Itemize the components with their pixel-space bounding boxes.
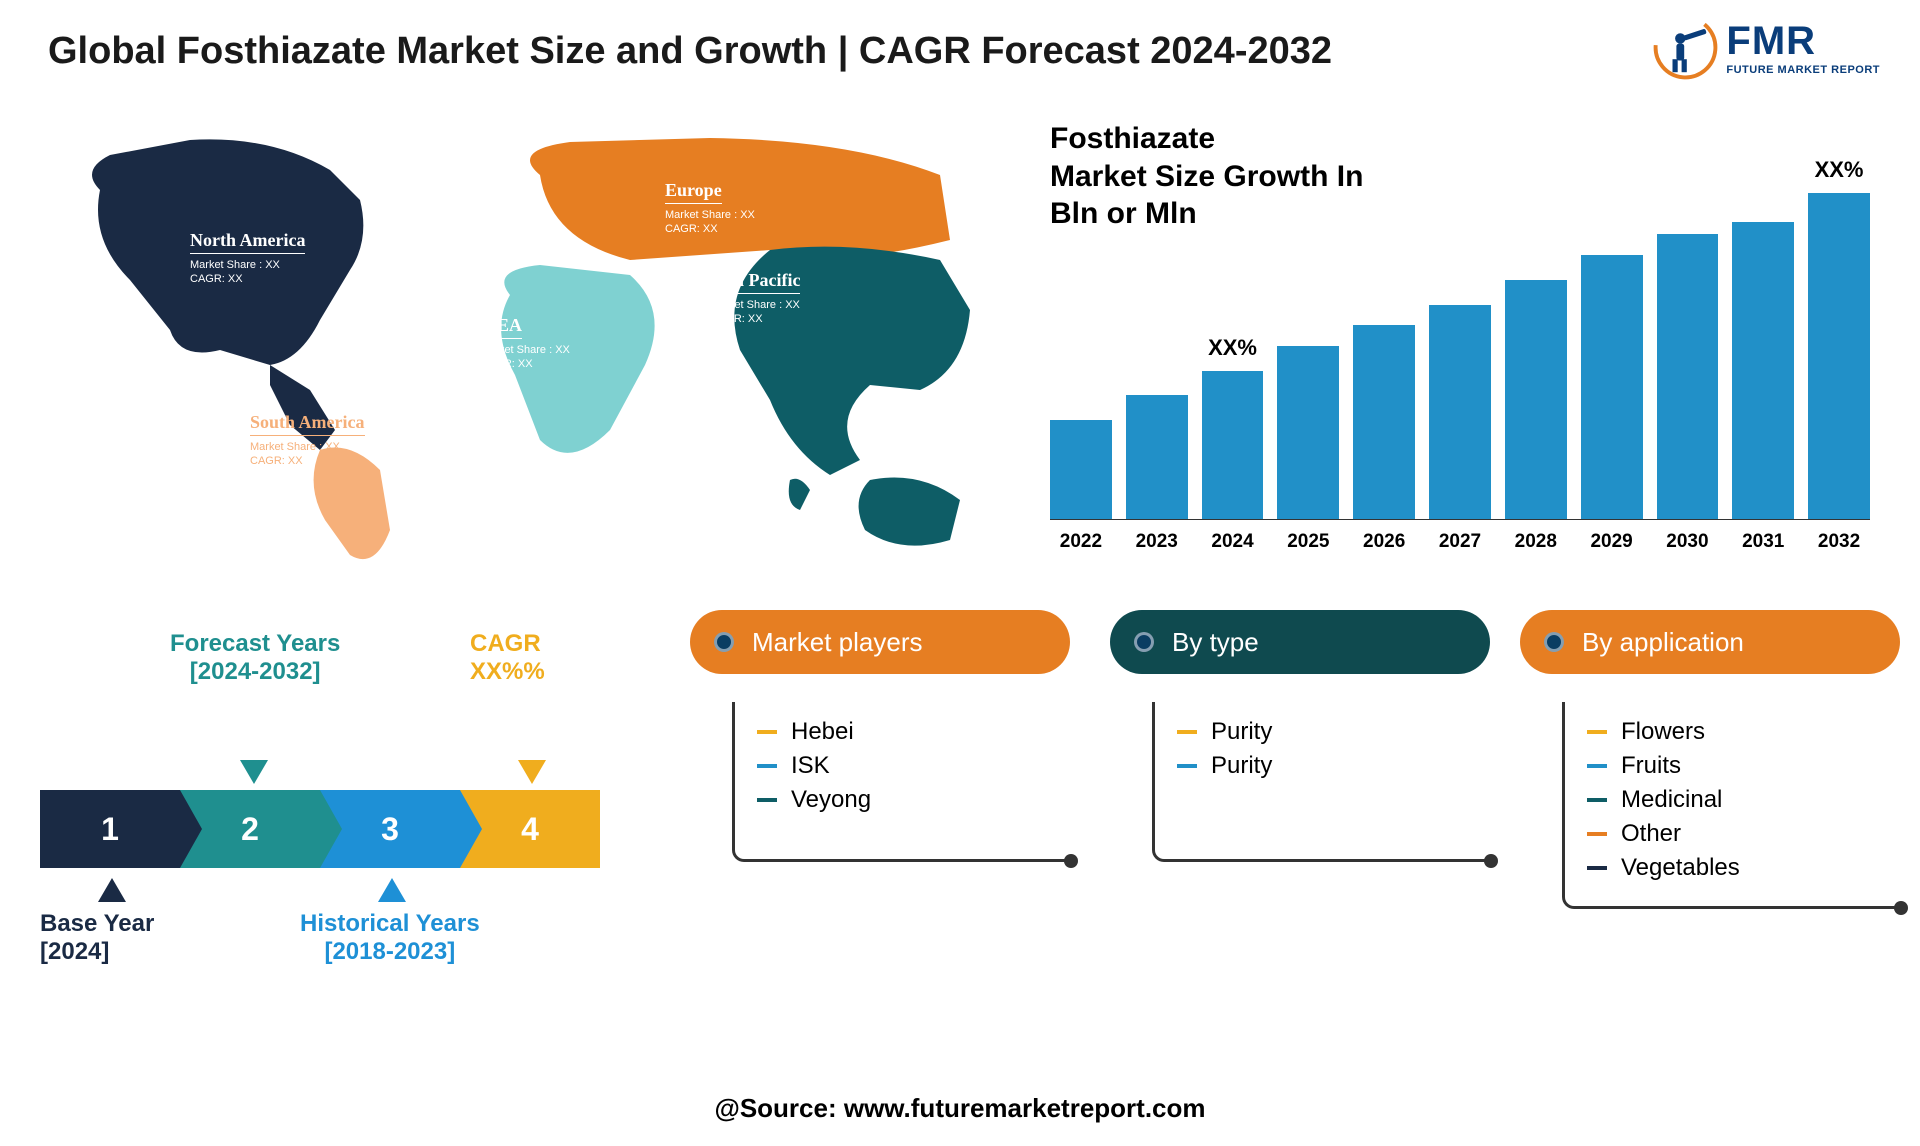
bar-2029: 2029 (1581, 255, 1643, 519)
segment-header: By application (1520, 610, 1900, 674)
telescope-person-icon (1653, 15, 1718, 80)
color-tick-icon (757, 798, 777, 802)
timeline-bar: 1234 (40, 790, 600, 868)
color-tick-icon (1587, 730, 1607, 734)
segment-item: Purity (1177, 718, 1490, 746)
segment-item: Fruits (1587, 752, 1900, 780)
bar-2028: 2028 (1505, 280, 1567, 519)
triangle-up-icon (378, 878, 406, 902)
segment-item: ISK (757, 752, 1070, 780)
timeline-segment-1: 1 (40, 790, 180, 868)
color-tick-icon (757, 730, 777, 734)
segment-body: Flowers Fruits Medicinal Other Vegetable… (1562, 702, 1900, 909)
triangle-down-icon (240, 760, 268, 784)
segment-panel: Market players Hebei ISK Veyong (690, 610, 1070, 862)
dot-icon (714, 632, 734, 652)
bar-2023: 2023 (1126, 395, 1188, 519)
bar-2031: 2031 (1732, 222, 1794, 519)
triangle-up-icon (98, 878, 126, 902)
logo-subtext: FUTURE MARKET REPORT (1726, 64, 1880, 76)
segment-item: Other (1587, 820, 1900, 848)
bar-2026: 2026 (1353, 325, 1415, 519)
bar-2022: 2022 (1050, 420, 1112, 519)
bar-2025: 2025 (1277, 346, 1339, 519)
chart-title-line: Fosthiazate (1050, 120, 1870, 158)
segment-header: By type (1110, 610, 1490, 674)
bar-annotation: XX% (1208, 335, 1257, 361)
triangle-down-icon (518, 760, 546, 784)
page-title: Global Fosthiazate Market Size and Growt… (48, 30, 1332, 73)
historical-label: Historical Years [2018-2023] (300, 910, 480, 966)
bar-2024: 2024XX% (1202, 371, 1264, 520)
bar-2030: 2030 (1657, 234, 1719, 519)
bar-annotation: XX% (1815, 157, 1864, 183)
timeline-infographic: Forecast Years [2024-2032] CAGR XX%% 123… (40, 620, 620, 990)
color-tick-icon (1587, 764, 1607, 768)
segment-item: Purity (1177, 752, 1490, 780)
region-label-mea: MEA Market Share : XX CAGR: XX (480, 315, 570, 372)
color-tick-icon (757, 764, 777, 768)
segment-item: Medicinal (1587, 786, 1900, 814)
dot-icon (1134, 632, 1154, 652)
fmr-logo: FMR FUTURE MARKET REPORT (1653, 15, 1880, 80)
region-label-sa: South America Market Share : XX CAGR: XX (250, 412, 365, 469)
region-label-ap: Asia Pacific Market Share : XX CAGR: XX (710, 270, 800, 327)
forecast-label: Forecast Years [2024-2032] (170, 630, 340, 686)
color-tick-icon (1177, 730, 1197, 734)
region-label-na: North America Market Share : XX CAGR: XX (190, 230, 305, 287)
color-tick-icon (1177, 764, 1197, 768)
bar-2032: 2032XX% (1808, 193, 1870, 519)
segment-body: Hebei ISK Veyong (732, 702, 1070, 862)
base-year-label: Base Year [2024] (40, 910, 154, 966)
world-map: North America Market Share : XX CAGR: XX… (70, 130, 990, 560)
color-tick-icon (1587, 832, 1607, 836)
segment-item: Flowers (1587, 718, 1900, 746)
bar-2027: 2027 (1429, 305, 1491, 520)
segment-body: Purity Purity (1152, 702, 1490, 862)
growth-bar-chart: Fosthiazate Market Size Growth In Bln or… (1050, 120, 1870, 560)
cagr-label: CAGR XX%% (470, 630, 545, 686)
color-tick-icon (1587, 866, 1607, 870)
segment-panel: By type Purity Purity (1110, 610, 1490, 862)
segment-item: Vegetables (1587, 854, 1900, 882)
color-tick-icon (1587, 798, 1607, 802)
region-label-eu: Europe Market Share : XX CAGR: XX (665, 180, 755, 237)
source-attribution: @Source: www.futuremarketreport.com (0, 1093, 1920, 1124)
dot-icon (1544, 632, 1564, 652)
segment-panel: By application Flowers Fruits Medicinal … (1520, 610, 1900, 909)
segment-header: Market players (690, 610, 1070, 674)
segment-item: Hebei (757, 718, 1070, 746)
segment-item: Veyong (757, 786, 1070, 814)
logo-text: FMR (1726, 19, 1880, 64)
